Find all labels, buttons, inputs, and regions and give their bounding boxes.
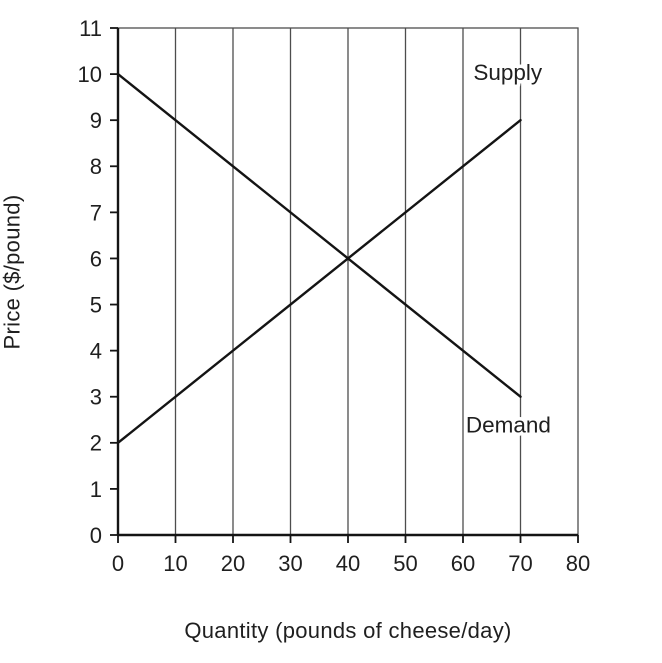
x-tick-label-50: 50 bbox=[393, 551, 417, 576]
series-line-supply bbox=[116, 118, 522, 445]
y-tick-label-0: 0 bbox=[90, 523, 102, 548]
x-tick-label-70: 70 bbox=[508, 551, 532, 576]
y-tick-label-3: 3 bbox=[90, 385, 102, 410]
x-tick-label-30: 30 bbox=[278, 551, 302, 576]
series-label-supply: Supply bbox=[473, 60, 543, 85]
x-tick-label-20: 20 bbox=[221, 551, 245, 576]
x-axis-title: Quantity (pounds of cheese/day) bbox=[184, 618, 512, 643]
x-tick-label-80: 80 bbox=[566, 551, 590, 576]
y-tick-label-8: 8 bbox=[90, 154, 102, 179]
y-tick-label-2: 2 bbox=[90, 431, 102, 456]
y-tick-label-5: 5 bbox=[90, 292, 102, 317]
y-tick-label-6: 6 bbox=[90, 246, 102, 271]
series-label-demand: Demand bbox=[466, 412, 551, 437]
series-line-demand bbox=[116, 72, 522, 398]
y-tick-label-1: 1 bbox=[90, 477, 102, 502]
x-tick-label-60: 60 bbox=[451, 551, 475, 576]
y-tick-label-11: 11 bbox=[79, 16, 102, 41]
y-tick-label-7: 7 bbox=[90, 200, 102, 225]
x-tick-label-10: 10 bbox=[163, 551, 187, 576]
x-tick-label-40: 40 bbox=[336, 551, 360, 576]
y-tick-label-9: 9 bbox=[90, 108, 102, 133]
y-axis-title-text: Price ($/pound) bbox=[0, 194, 25, 350]
y-tick-label-10: 10 bbox=[78, 62, 102, 87]
y-tick-label-4: 4 bbox=[90, 339, 102, 364]
x-tick-label-0: 0 bbox=[112, 551, 124, 576]
